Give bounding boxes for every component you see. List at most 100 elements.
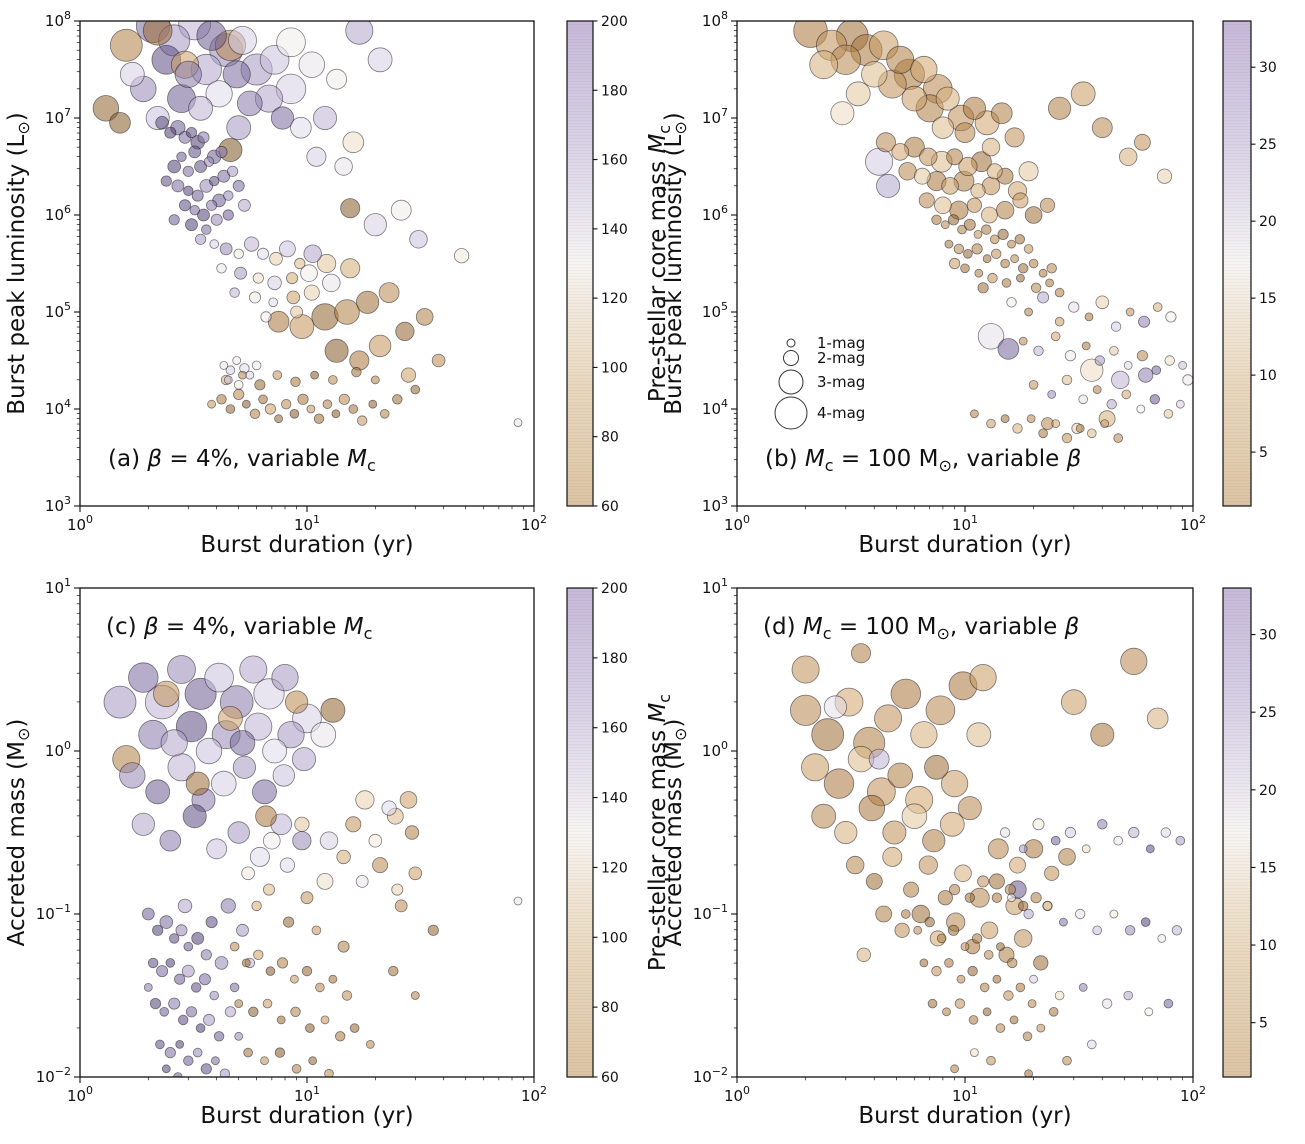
tick-label: 100 [724, 1084, 750, 1105]
data-point [1047, 389, 1057, 399]
panel-annotation: (d) Mc = 100 M⊙, variable β [763, 614, 1079, 643]
tick-label: 15 [1259, 860, 1277, 876]
data-point [264, 403, 276, 415]
data-point [335, 1031, 346, 1042]
data-point [918, 192, 935, 209]
data-point [152, 924, 164, 936]
colorbar-mass-c: 60 80 100 120 140 160 180 200 Pre-stellar core m… [566, 581, 674, 1086]
data-point [210, 213, 223, 226]
data-point [1120, 647, 1148, 676]
data-point [209, 239, 220, 249]
data-point [229, 982, 240, 993]
data-point [290, 376, 301, 388]
data-point [253, 949, 264, 961]
data-point [856, 947, 872, 963]
data-point [944, 239, 954, 249]
data-point [886, 45, 915, 74]
data-point [1156, 168, 1173, 184]
data-point [298, 51, 326, 78]
data-point [274, 414, 284, 424]
data-point [175, 1039, 185, 1049]
data-point [392, 394, 403, 405]
label: Burst duration (yr) [858, 532, 1071, 558]
tick-label: 180 [601, 83, 628, 99]
tick-label: 140 [601, 791, 628, 807]
data-point [197, 208, 210, 222]
data-point [977, 875, 990, 888]
data-point [334, 157, 353, 176]
data-point [239, 655, 268, 684]
data-point [252, 779, 277, 805]
data-point [1144, 1007, 1154, 1017]
data-point [950, 1064, 960, 1074]
data-point [987, 272, 998, 284]
data-point [173, 1072, 183, 1077]
tick-label: 102 [521, 1084, 547, 1105]
data-point [301, 965, 313, 977]
data-point [1046, 263, 1057, 274]
data-point [903, 881, 920, 898]
data-point [254, 379, 266, 391]
data-point [319, 831, 339, 850]
tick-label: 100 [601, 930, 628, 946]
data-point [901, 803, 928, 830]
data-point [1012, 192, 1029, 209]
data-point [300, 891, 314, 905]
data-point [1009, 856, 1026, 874]
data-point [1091, 117, 1113, 139]
data-point [997, 228, 1009, 240]
data-point [1007, 239, 1016, 249]
data-point [791, 655, 820, 684]
data-point [345, 816, 362, 833]
data-point [954, 998, 966, 1009]
data-point [913, 925, 923, 935]
data-point [147, 957, 159, 969]
data-point [294, 257, 306, 270]
data-point [155, 116, 169, 130]
data-point [992, 974, 1002, 984]
data-point [168, 933, 180, 944]
data-point [410, 384, 421, 395]
data-point [1092, 925, 1103, 936]
data-point [317, 253, 337, 274]
data-point [1007, 957, 1018, 969]
data-point [911, 904, 931, 924]
tick-label: 10 [1259, 368, 1277, 384]
data-point [983, 949, 994, 960]
data-point [987, 838, 1009, 860]
tick-label: 120 [601, 860, 628, 876]
data-point [216, 263, 227, 274]
data-point [155, 1039, 165, 1050]
data-point [410, 991, 420, 1000]
data-point [234, 266, 248, 280]
data-point [177, 1014, 189, 1026]
data-point [92, 95, 120, 122]
data-point [999, 827, 1011, 838]
data-point [244, 236, 260, 252]
data-point [1024, 1069, 1033, 1077]
colorbar-frame [566, 587, 594, 1078]
data-point [1015, 273, 1025, 283]
tick-label: 25 [1259, 137, 1277, 153]
data-point [1050, 331, 1061, 342]
tick-label: 102 [1180, 1084, 1206, 1105]
data-point [949, 883, 961, 896]
data-point [289, 974, 299, 984]
panel-a-plot: 100 101 102 103 104 105 106 107 108 Burst duratio… [4, 9, 547, 558]
data-point [164, 1046, 176, 1059]
data-point [1081, 341, 1091, 351]
data-point [142, 21, 173, 46]
data-point [185, 771, 210, 796]
panel-b-plot: 100 101 102 103 104 105 106 107 108 Burst duratio… [661, 9, 1206, 558]
data-point [1128, 826, 1140, 839]
data-point [251, 900, 262, 912]
data-point [991, 248, 1002, 260]
data-point [225, 365, 236, 376]
data-point [960, 942, 970, 952]
tick-label: 100 [67, 513, 93, 534]
data-point [830, 101, 855, 126]
data-point [947, 924, 960, 936]
data-point [236, 923, 249, 937]
data-point [160, 729, 188, 757]
